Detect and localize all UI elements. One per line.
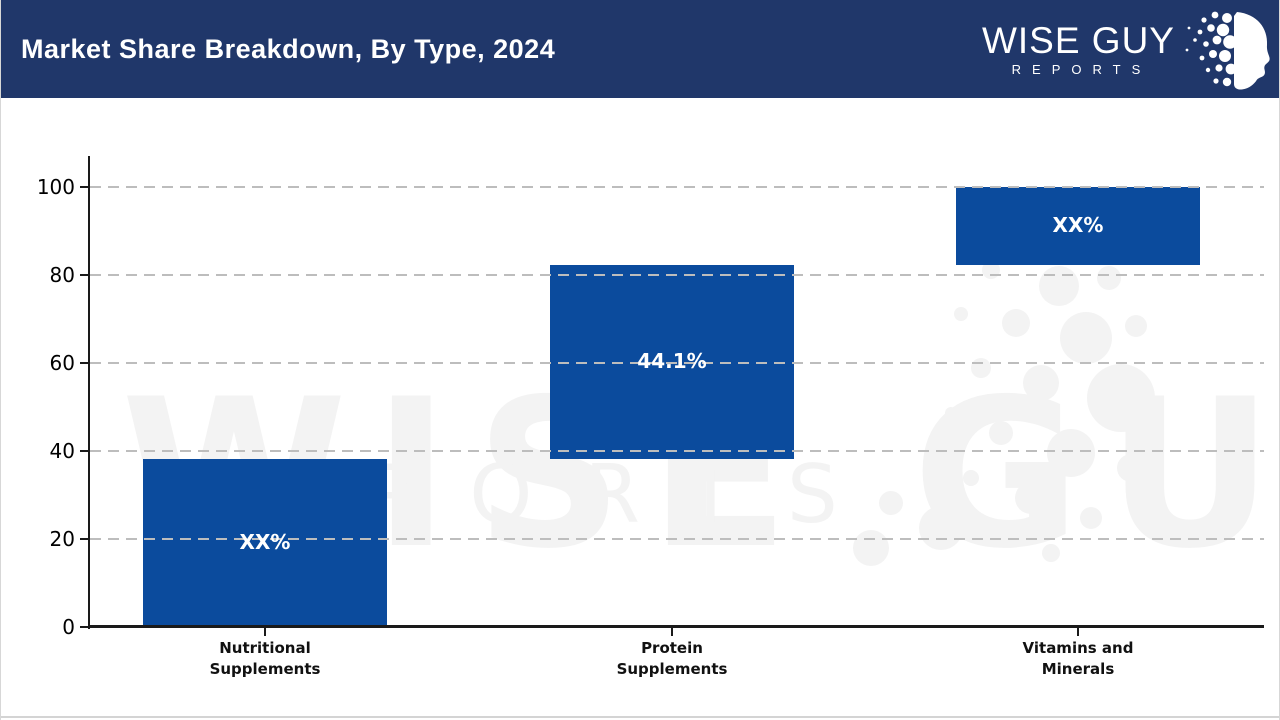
gridline-80: [90, 274, 1264, 276]
category-label-line: Nutritional: [219, 639, 311, 657]
wise-guy-logo: WISE GUY REPORTS: [982, 0, 1275, 98]
logo-wordmark: WISE GUY REPORTS: [981, 20, 1175, 78]
y-tick-label-80: 80: [49, 263, 75, 287]
y-tick-label-0: 0: [62, 615, 75, 639]
x-tick-mark: [1077, 628, 1079, 636]
gridline-60: [90, 362, 1264, 364]
gridline-100: [90, 186, 1264, 188]
category-label-line: Supplements: [616, 660, 728, 678]
bar-value-label: 44.1%: [637, 348, 707, 373]
y-tick-label-20: 20: [49, 527, 75, 551]
y-tick-mark-60: [80, 362, 88, 364]
y-tick-label-60: 60: [49, 351, 75, 375]
y-tick-mark-40: [80, 450, 88, 452]
bar-value-label: XX%: [239, 529, 291, 554]
category-label: Vitamins and Minerals: [968, 638, 1188, 680]
bar-segment: [143, 458, 387, 627]
x-tick-mark: [671, 628, 673, 636]
y-axis: [88, 156, 90, 629]
y-tick-mark-0: [80, 626, 88, 628]
y-tick-mark-20: [80, 538, 88, 540]
y-tick-label-100: 100: [36, 175, 75, 199]
logo-subtext: REPORTS: [1011, 62, 1152, 77]
bar-segment: [550, 264, 794, 459]
bottom-border-line: [1, 716, 1279, 718]
category-label-line: Vitamins and: [1022, 639, 1134, 657]
logo-face-icon: [1185, 11, 1270, 90]
y-tick-mark-100: [80, 186, 88, 188]
category-label-line: Protein: [641, 639, 703, 657]
gridline-40: [90, 450, 1264, 452]
y-tick-mark-80: [80, 274, 88, 276]
gridline-20: [90, 538, 1264, 540]
logo-wordmark-text: WISE GUY: [981, 20, 1175, 61]
y-tick-label-40: 40: [49, 439, 75, 463]
header-bar: Market Share Breakdown, By Type, 2024 WI…: [1, 0, 1279, 98]
chart-title: Market Share Breakdown, By Type, 2024: [21, 33, 556, 64]
x-axis: [88, 625, 1264, 628]
category-label: Protein Supplements: [562, 638, 782, 680]
category-label: Nutritional Supplements: [155, 638, 375, 680]
category-label-line: Minerals: [1041, 660, 1115, 678]
x-tick-mark: [264, 628, 266, 636]
category-label-line: Supplements: [209, 660, 321, 678]
bar-segment: [956, 187, 1200, 265]
watermark-head-icon: [853, 230, 1155, 566]
bar-value-label: XX%: [1052, 212, 1104, 237]
